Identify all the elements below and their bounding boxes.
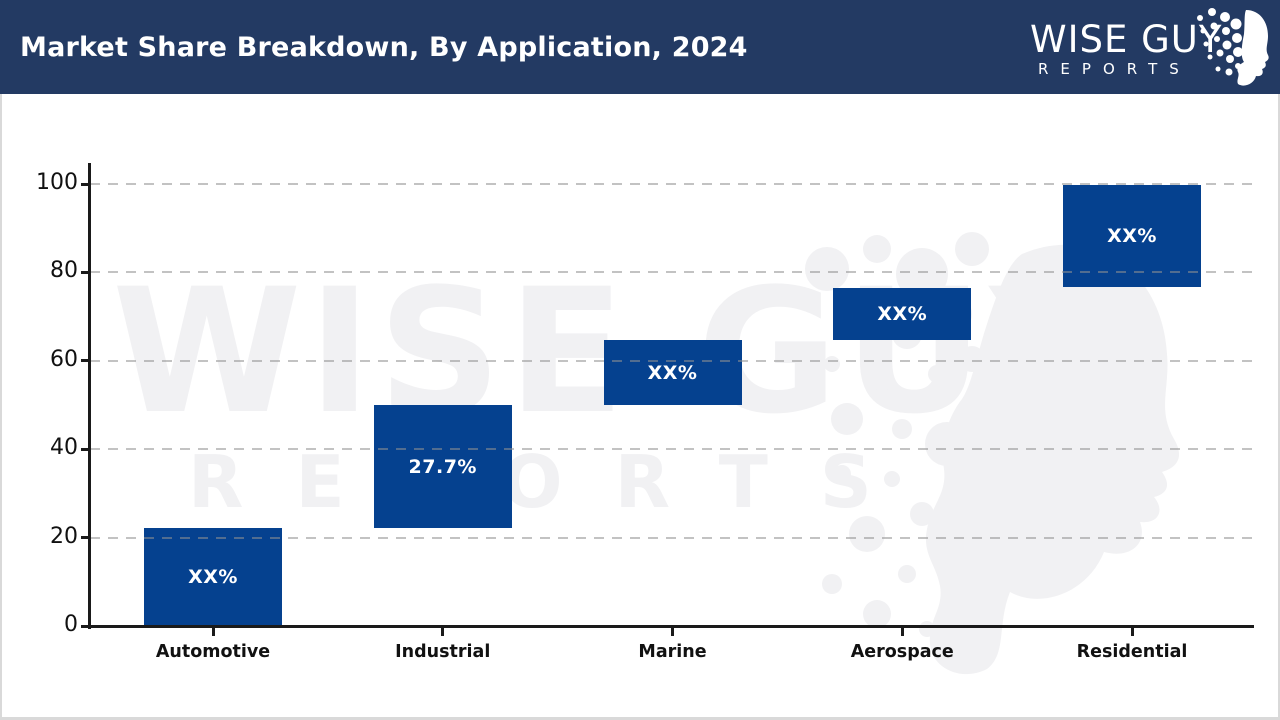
y-tick-mark	[81, 359, 90, 363]
bar-value-label: XX%	[188, 565, 238, 588]
x-tick-mark	[671, 627, 674, 636]
bar-residential: XX%	[1063, 184, 1201, 287]
y-tick-label: 20	[50, 523, 78, 549]
y-tick-label: 100	[36, 170, 78, 195]
header-bar: Market Share Breakdown, By Application, …	[0, 0, 1280, 94]
y-tick-mark	[81, 536, 90, 540]
chart-area: WISE GUY REPORTS 0 20 40 60 80 100 XX% Automoti…	[0, 94, 1280, 720]
y-tick-mark	[81, 624, 90, 628]
wiseguy-logo-graphic: WISE GUY REPORTS	[1030, 8, 1269, 86]
y-tick-label: 80	[50, 258, 78, 284]
x-tick-mark	[211, 627, 215, 636]
bar-marine: XX%	[603, 340, 742, 406]
bar-value-label: XX%	[877, 302, 928, 325]
x-axis-line	[88, 625, 1254, 628]
y-tick-label: 0	[64, 612, 78, 637]
gridline-y40	[90, 448, 1254, 451]
x-tick-label-automotive: Automotive	[155, 642, 271, 662]
y-axis-line	[88, 163, 91, 629]
bar-value-label: XX%	[647, 361, 698, 384]
bar-automotive: XX%	[144, 527, 282, 626]
x-tick-label-marine: Marine	[638, 642, 707, 662]
gridline-y60	[90, 359, 1254, 362]
x-tick-label-aerospace: Aerospace	[850, 642, 954, 662]
y-tick-mark	[81, 447, 90, 451]
bar-aerospace: XX%	[833, 287, 972, 340]
page-title: Market Share Breakdown, By Application, …	[20, 31, 748, 63]
bar-value-label: XX%	[1107, 224, 1157, 247]
y-tick-label: 60	[50, 346, 78, 372]
wiseguy-logo: WISE GUY REPORTS	[1022, 0, 1272, 94]
x-tick-label-residential: Residential	[1076, 642, 1188, 662]
x-tick-mark	[1130, 627, 1134, 636]
gridline-y20	[90, 536, 1254, 539]
x-tick-mark	[900, 627, 904, 636]
logo-wordmark: WISE GUY	[1030, 18, 1222, 61]
logo-subtext: REPORTS	[1038, 60, 1191, 78]
y-tick-label: 40	[50, 435, 78, 461]
x-tick-label-industrial: Industrial	[395, 642, 491, 662]
gridline-y80	[90, 271, 1254, 274]
gridline-y100	[90, 183, 1254, 185]
bar-value-label: 27.7%	[408, 455, 477, 478]
bar-industrial: 27.7%	[373, 405, 512, 528]
y-tick-mark	[81, 182, 90, 186]
x-tick-mark	[441, 627, 445, 636]
logo-dot-face-icon	[1197, 8, 1269, 86]
y-tick-mark	[81, 270, 90, 274]
